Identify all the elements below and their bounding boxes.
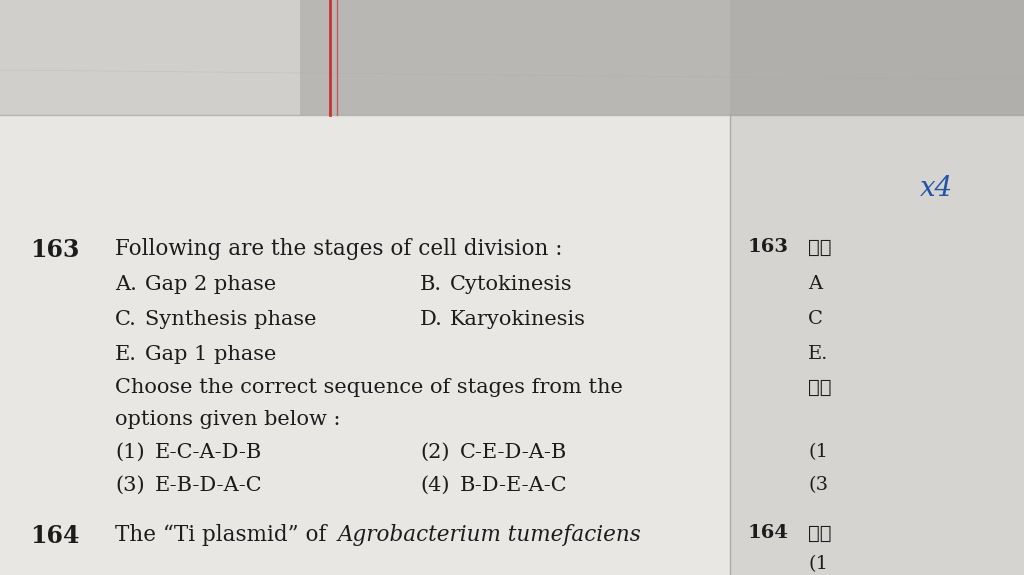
Text: 163: 163 [30, 238, 80, 262]
Text: 164: 164 [30, 524, 80, 548]
Text: Choose the correct sequence of stages from the: Choose the correct sequence of stages fr… [115, 378, 623, 397]
Text: नि: नि [808, 378, 831, 397]
Text: (2): (2) [420, 443, 450, 462]
Text: E.: E. [115, 345, 137, 364]
Text: A: A [808, 275, 822, 293]
Text: Agrobacterium tumefaciens: Agrobacterium tumefaciens [338, 524, 642, 546]
Text: (1: (1 [808, 555, 828, 573]
Text: E-C-A-D-B: E-C-A-D-B [155, 443, 262, 462]
Text: x4: x4 [920, 175, 953, 202]
Text: Following are the stages of cell division :: Following are the stages of cell divisio… [115, 238, 562, 260]
Text: C-E-D-A-B: C-E-D-A-B [460, 443, 567, 462]
Text: 164: 164 [748, 524, 788, 542]
Text: E-B-D-A-C: E-B-D-A-C [155, 476, 262, 495]
Text: E.: E. [808, 345, 828, 363]
Text: (4): (4) [420, 476, 450, 495]
Text: नी: नी [808, 238, 831, 257]
Bar [730, 115, 1024, 575]
Text: Synthesis phase: Synthesis phase [145, 310, 316, 329]
Text: (3): (3) [115, 476, 144, 495]
Text: (1): (1) [115, 443, 144, 462]
Bar [0, 0, 300, 115]
Text: Gap 2 phase: Gap 2 phase [145, 275, 276, 294]
Text: Karyokinesis: Karyokinesis [450, 310, 586, 329]
Text: B.: B. [420, 275, 442, 294]
Text: (1: (1 [808, 443, 828, 461]
Text: C: C [808, 310, 823, 328]
Bar [730, 0, 1024, 115]
Text: C.: C. [115, 310, 137, 329]
Text: (3: (3 [808, 476, 828, 494]
Text: A.: A. [115, 275, 137, 294]
Text: options given below :: options given below : [115, 410, 341, 429]
Text: D.: D. [420, 310, 442, 329]
Bar [0, 0, 1024, 115]
Text: Cytokinesis: Cytokinesis [450, 275, 572, 294]
Text: 163: 163 [748, 238, 790, 256]
Bar [0, 115, 730, 575]
Text: एय: एय [808, 524, 831, 543]
Text: B-D-E-A-C: B-D-E-A-C [460, 476, 567, 495]
Text: Gap 1 phase: Gap 1 phase [145, 345, 276, 364]
Text: The “Ti plasmid” of: The “Ti plasmid” of [115, 524, 334, 546]
